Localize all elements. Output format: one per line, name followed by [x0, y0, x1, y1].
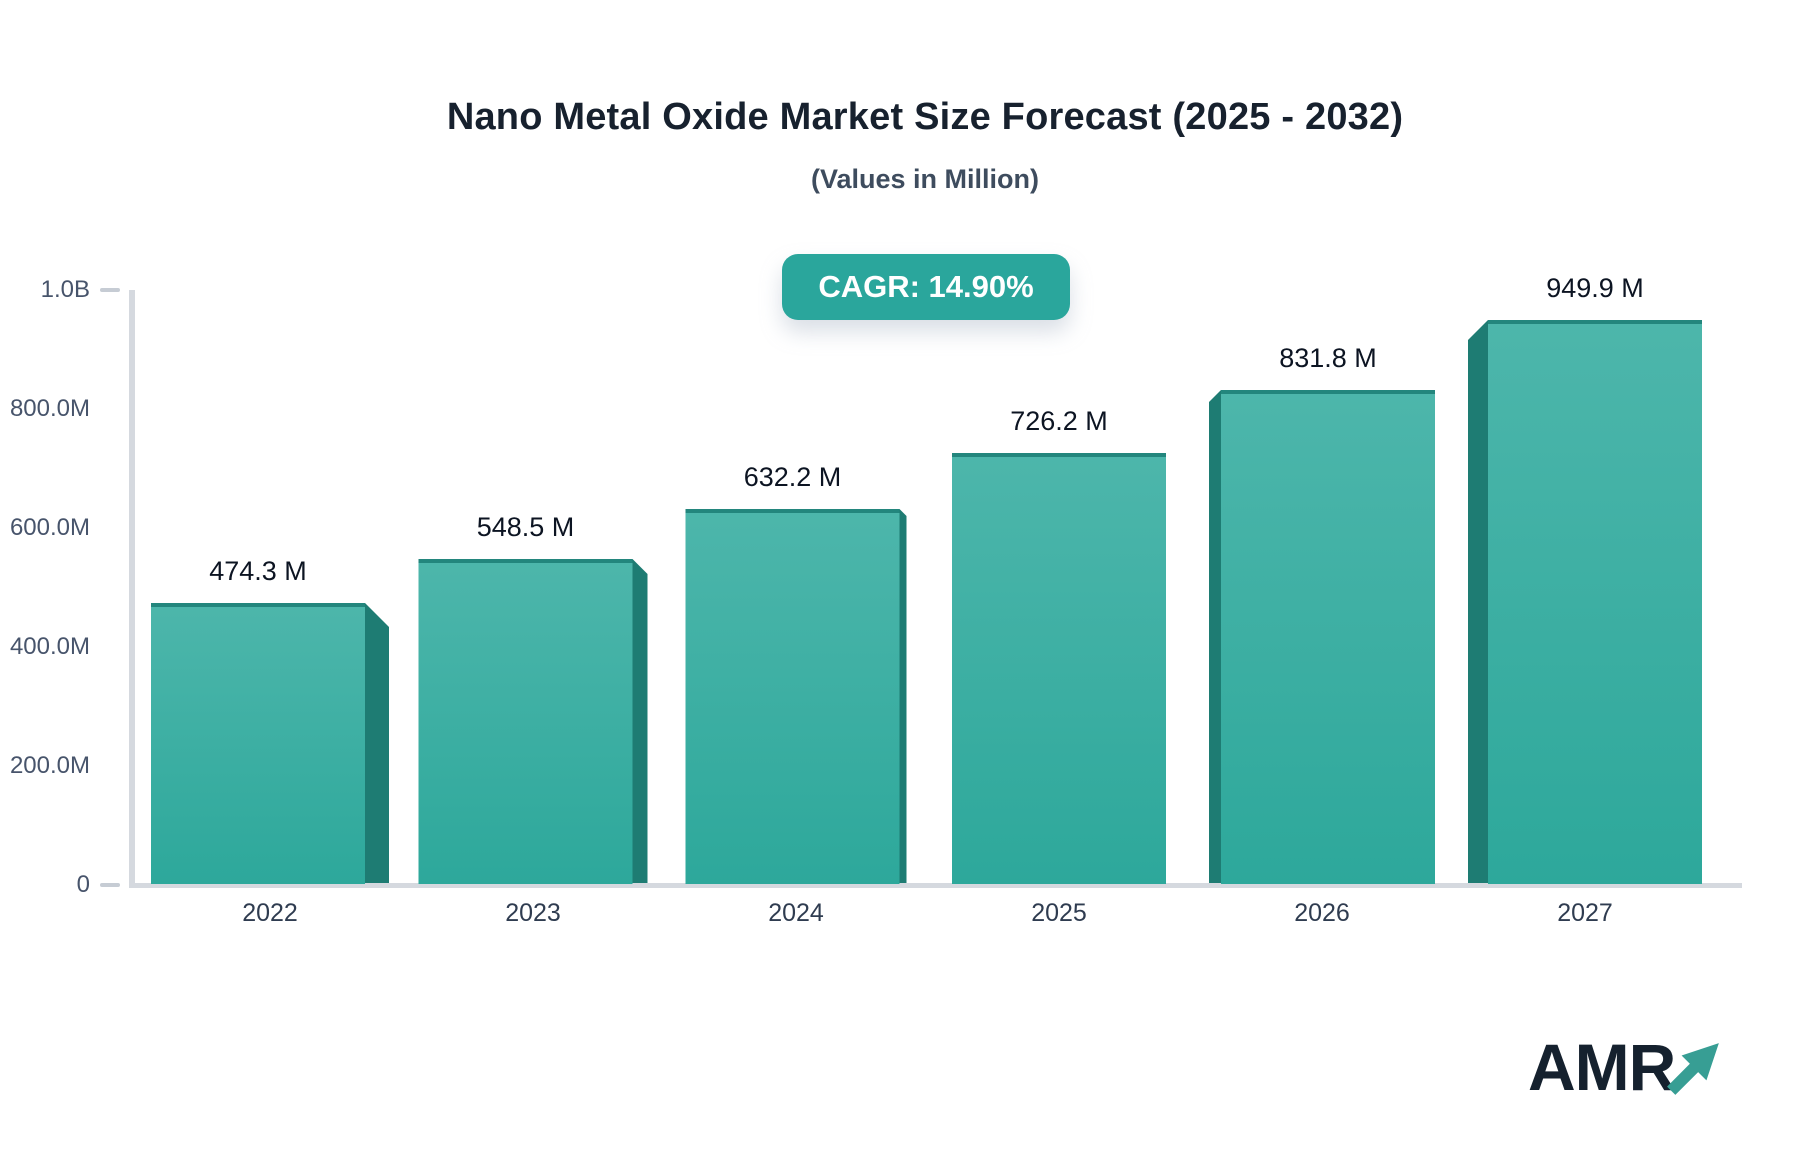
bar-top-edge [418, 559, 633, 563]
bar-top-edge [151, 603, 365, 607]
trending-up-arrow-icon [1667, 1043, 1720, 1095]
bar-2023 [418, 559, 648, 884]
bar-face [685, 509, 900, 884]
x-axis-label: 2025 [1031, 899, 1087, 927]
x-axis-line [129, 883, 1742, 888]
bar-face [418, 559, 633, 884]
bar-3d-side [899, 509, 907, 883]
bar-top-edge [1488, 320, 1702, 324]
bar-3d-side [1468, 320, 1488, 883]
x-axis-label: 2023 [505, 899, 561, 927]
bar-top-edge [1221, 390, 1435, 394]
x-axis-label: 2024 [768, 899, 824, 927]
chart-title: Nano Metal Oxide Market Size Forecast (2… [446, 96, 1404, 138]
bar-value-label: 548.5 M [476, 512, 575, 542]
bar-value-label: 726.2 M [1010, 406, 1108, 436]
x-axis-label: 2026 [1294, 899, 1350, 927]
bar-3d-side [1209, 390, 1221, 883]
bar-top-edge [952, 453, 1166, 457]
bar-2024 [685, 509, 907, 884]
bar-face [151, 603, 365, 884]
bar-value-label: 949.9 M [1546, 273, 1644, 303]
y-axis-tick-label: 800.0M [9, 395, 90, 422]
bar-top-edge [685, 509, 900, 513]
bar-value-label: 831.8 M [1279, 343, 1377, 373]
amr-logo: AMR [1528, 1034, 1721, 1100]
x-axis-label: 2022 [242, 899, 298, 927]
bar-2022 [151, 603, 389, 884]
y-axis-tick-mark [100, 288, 120, 292]
bar-face [1488, 320, 1702, 884]
cagr-badge: CAGR: 14.90% [782, 254, 1070, 320]
bar-face [952, 453, 1166, 884]
y-axis-tick-label: 0 [76, 871, 90, 898]
y-axis-tick-label: 400.0M [9, 633, 90, 660]
bar-2026 [1209, 390, 1435, 884]
amr-logo-text: AMR [1528, 1030, 1676, 1104]
bar-value-label: 474.3 M [209, 556, 307, 586]
bar-2027 [1468, 320, 1702, 884]
x-axis-label: 2027 [1557, 899, 1613, 927]
bar-2025 [952, 453, 1166, 884]
bar-3d-side [632, 559, 648, 883]
y-axis-tick-label: 1.0B [40, 276, 90, 303]
y-axis-tick-label: 600.0M [9, 514, 90, 541]
y-axis-line [129, 290, 135, 885]
y-axis-tick-mark [100, 883, 120, 887]
chart-subtitle: (Values in Million) [810, 164, 1040, 194]
cagr-badge-label: CAGR: 14.90% [818, 269, 1034, 304]
bar-value-label: 632.2 M [743, 462, 842, 492]
bar-face [1221, 390, 1435, 884]
bar-3d-side [365, 603, 389, 883]
y-axis-tick-label: 200.0M [9, 752, 90, 779]
